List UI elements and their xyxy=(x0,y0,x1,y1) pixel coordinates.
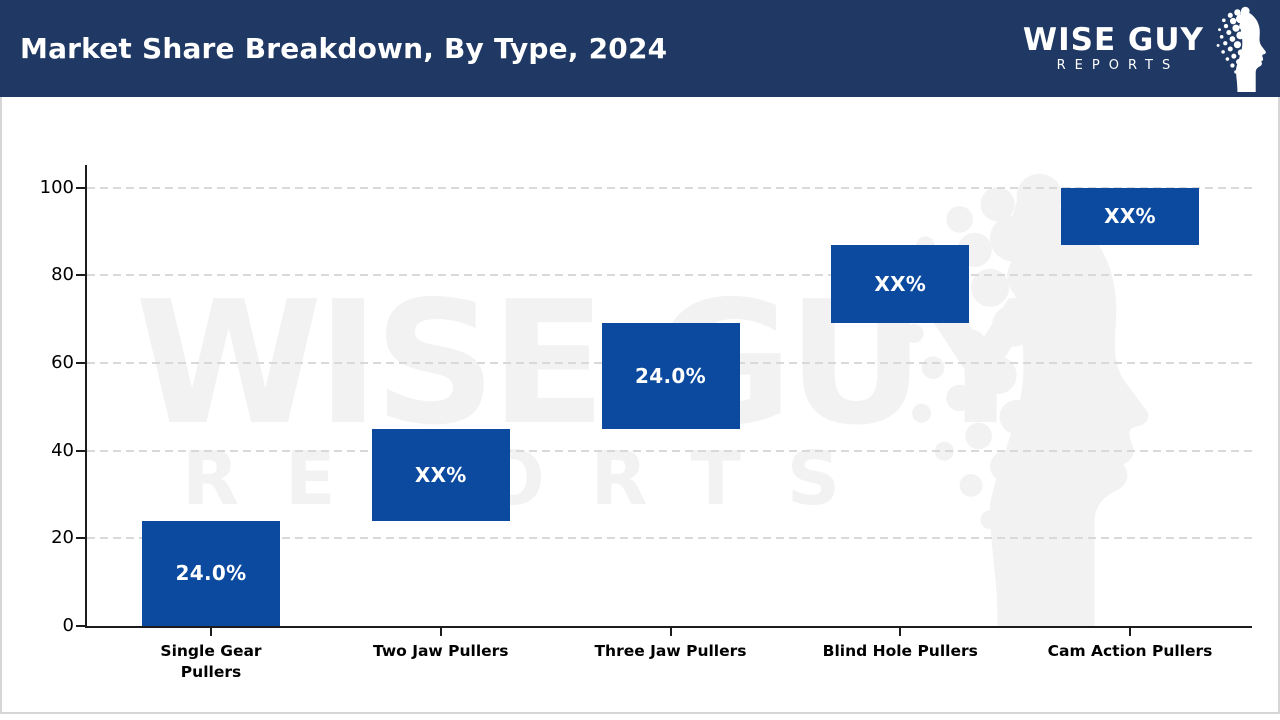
x-tick-label-2: Three Jaw Pullers xyxy=(594,642,747,660)
y-tick-80 xyxy=(76,274,85,277)
x-tick-1 xyxy=(439,628,442,636)
y-tick-40 xyxy=(76,449,85,452)
x-tick-4 xyxy=(1129,628,1131,636)
y-tick-label-80: 80 xyxy=(51,264,74,286)
y-tick-20 xyxy=(76,537,85,540)
x-tick-label-0: Single Gear Pullers xyxy=(160,642,262,681)
y-tick-label-100: 100 xyxy=(39,176,74,198)
x-tick-label-4: Cam Action Pullers xyxy=(1047,642,1213,660)
wise-guy-reports-logo: WISE GUY REPORTS xyxy=(1023,6,1280,92)
x-tick-label-1: Two Jaw Pullers xyxy=(372,642,509,660)
bar-value-label-three-jaw-pullers: 24.0% xyxy=(635,364,706,389)
x-axis-line xyxy=(85,626,1252,628)
y-tick-0 xyxy=(76,625,85,627)
face-profile-icon xyxy=(1216,6,1266,92)
y-tick-60 xyxy=(76,361,85,364)
y-tick-label-60: 60 xyxy=(51,351,74,373)
x-tick-label-3: Blind Hole Pullers xyxy=(822,642,978,660)
logo-subtitle: REPORTS xyxy=(1056,58,1180,74)
logo-text: WISE GUY REPORTS xyxy=(1023,24,1204,74)
y-tick-100 xyxy=(76,186,85,189)
bar-single-gear-pullers: 24.0% xyxy=(142,520,280,626)
bar-value-label-blind-hole-pullers: XX% xyxy=(874,271,927,296)
bar-three-jaw-pullers: 24.0% xyxy=(601,323,740,429)
bar-cam-action-pullers: XX% xyxy=(1061,187,1199,245)
x-tick-0 xyxy=(210,628,212,636)
bar-value-label-single-gear-pullers: 24.0% xyxy=(175,561,247,586)
x-tick-2 xyxy=(669,628,672,636)
bar-value-label-cam-action-pullers: XX% xyxy=(1104,204,1156,228)
bar-blind-hole-pullers: XX% xyxy=(831,244,970,324)
gridline-80 xyxy=(87,274,1255,277)
bar-two-jaw-pullers: XX% xyxy=(371,428,510,521)
y-tick-label-0: 0 xyxy=(62,615,74,636)
bar-value-label-two-jaw-pullers: XX% xyxy=(414,462,467,487)
y-tick-label-40: 40 xyxy=(51,439,74,461)
gridline-100 xyxy=(87,186,1255,189)
logo-wordmark: WISE GUY xyxy=(1022,21,1204,58)
header-bar: Market Share Breakdown, By Type, 2024 WI… xyxy=(0,0,1280,97)
gridline-40 xyxy=(87,449,1255,452)
y-tick-label-20: 20 xyxy=(51,527,74,549)
y-axis-line xyxy=(85,165,87,628)
gridline-20 xyxy=(87,537,1255,540)
page-title: Market Share Breakdown, By Type, 2024 xyxy=(20,32,668,65)
x-tick-3 xyxy=(899,628,902,636)
